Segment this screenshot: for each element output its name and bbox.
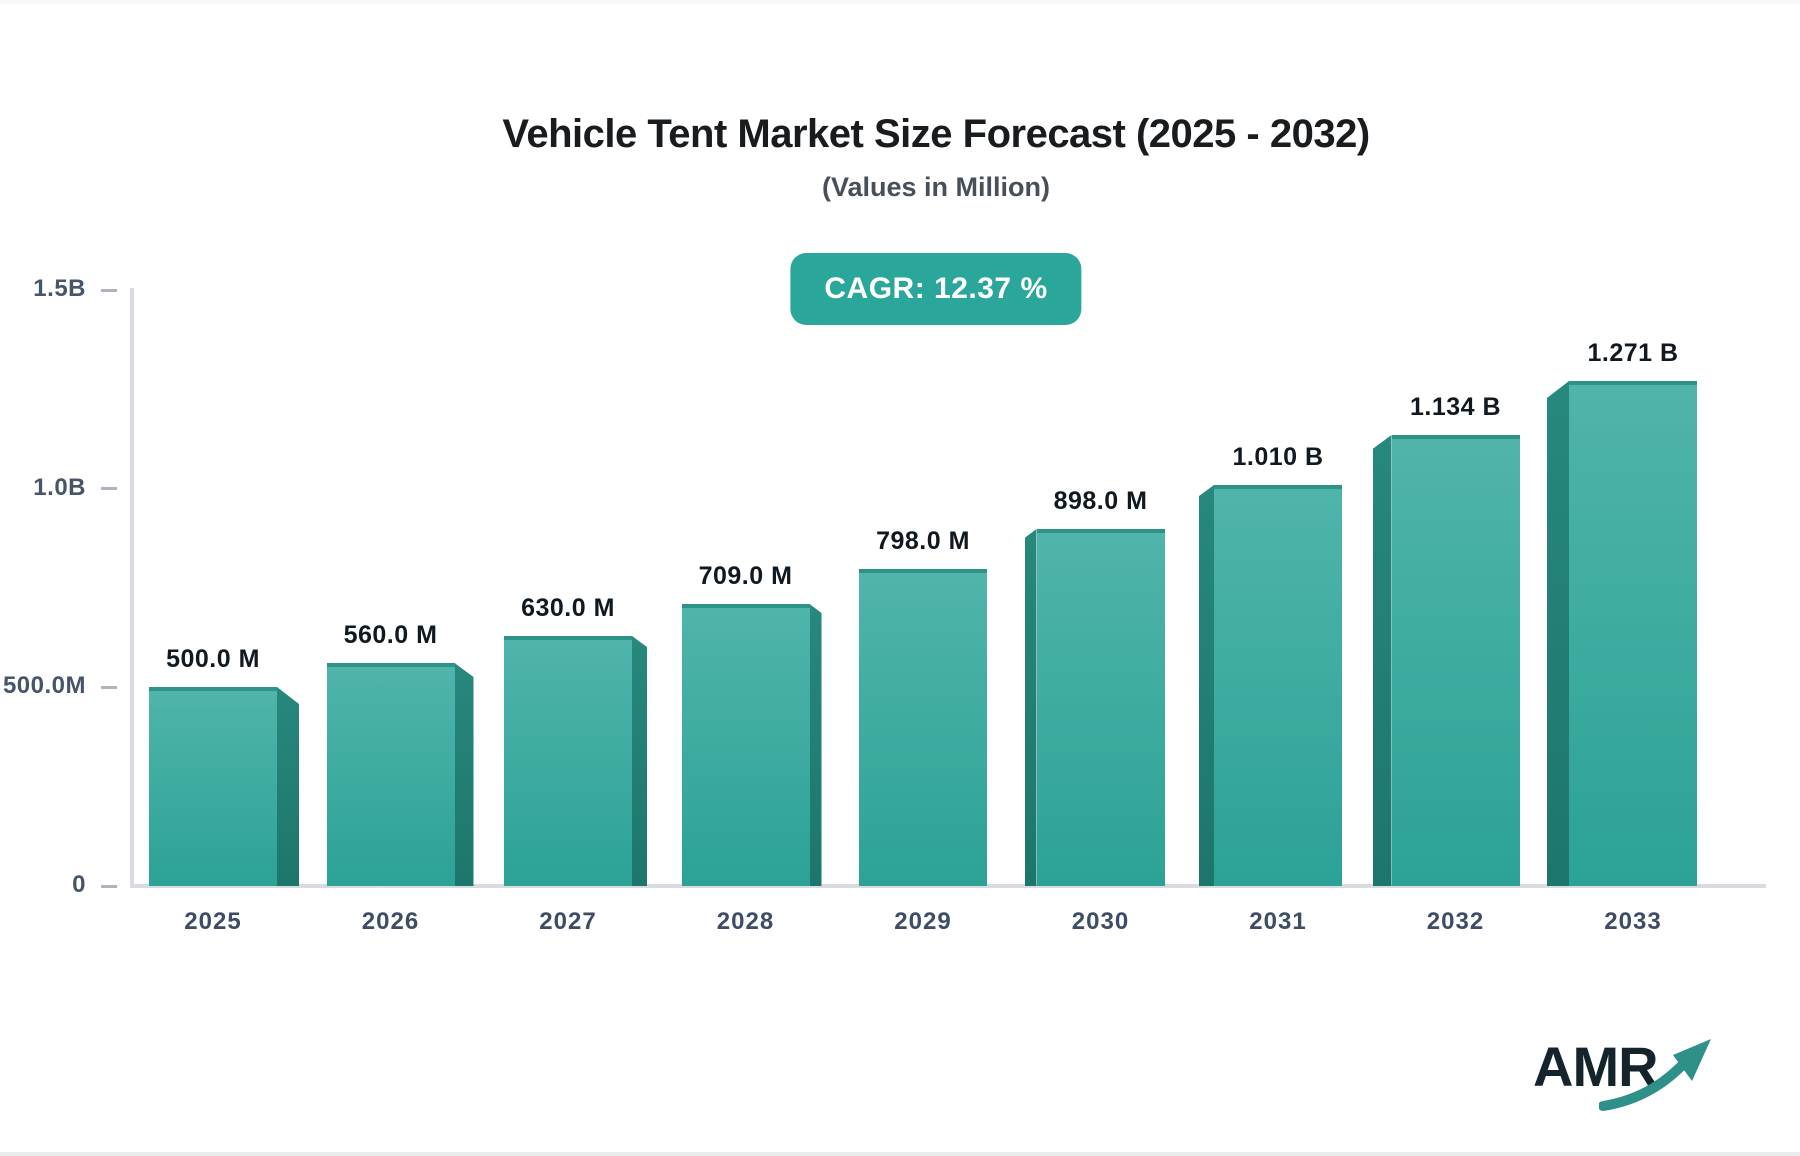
y-axis-label: 1.5B [33, 275, 86, 302]
card-top-edge [0, 0, 1800, 4]
bar-value-label: 798.0 M [876, 527, 970, 555]
bar-side-face [1372, 435, 1392, 886]
x-axis-label: 2026 [361, 908, 420, 935]
y-tick-mark [101, 288, 117, 292]
x-axis-label: 2027 [539, 908, 597, 935]
bar [1391, 435, 1520, 886]
bar-value-label: 709.0 M [698, 562, 793, 590]
cagr-badge: CAGR: 12.37 % [790, 253, 1082, 325]
bar-value-label: 560.0 M [343, 621, 438, 649]
x-axis-baseline [130, 884, 1766, 888]
y-axis-label: 1.0B [33, 473, 86, 501]
card-bottom-edge [0, 1152, 1800, 1156]
brand-logo: AMR [1533, 1034, 1733, 1124]
x-axis-label: 2032 [1426, 908, 1485, 935]
bar [681, 604, 810, 886]
y-tick-mark [101, 685, 117, 689]
y-tick-mark [101, 884, 117, 888]
bar [859, 569, 987, 886]
bar [1569, 381, 1697, 886]
brand-growth-arrow-icon [1599, 1039, 1711, 1111]
chart-title: Vehicle Tent Market Size Forecast (2025 … [502, 112, 1370, 156]
bar [1036, 529, 1165, 886]
bar [1214, 485, 1342, 886]
bar-side-face [1547, 381, 1569, 886]
x-axis-label: 2033 [1604, 908, 1662, 935]
x-axis-label: 2030 [1071, 908, 1130, 935]
x-axis-label: 2029 [894, 908, 952, 935]
y-tick-mark [101, 487, 117, 491]
bar-value-label: 1.010 B [1232, 443, 1324, 471]
bar [504, 636, 632, 886]
bar-side-face [277, 687, 299, 886]
x-axis-label: 2031 [1249, 908, 1307, 935]
bar-value-label: 500.0 M [166, 645, 260, 673]
chart-subtitle: (Values in Million) [821, 172, 1051, 202]
bar-value-label: 630.0 M [521, 594, 615, 622]
bar-value-label: 898.0 M [1053, 487, 1148, 515]
bar-value-label: 1.271 B [1587, 339, 1679, 367]
y-axis-label: 500.0M [2, 672, 86, 700]
bar-side-face [1024, 529, 1037, 886]
y-axis-line [130, 288, 134, 888]
x-axis-label: 2025 [184, 908, 242, 935]
bar [149, 687, 277, 886]
brand-logo-text: AMR [1533, 1035, 1659, 1098]
y-axis-label: 0 [72, 871, 86, 898]
bar-side-face [1199, 485, 1214, 886]
x-axis-label: 2028 [716, 908, 775, 935]
bar-side-face [454, 663, 474, 886]
bar-side-face [632, 636, 647, 886]
bar-side-face [809, 604, 822, 886]
bar-value-label: 1.134 B [1409, 393, 1502, 421]
bar [326, 663, 455, 886]
